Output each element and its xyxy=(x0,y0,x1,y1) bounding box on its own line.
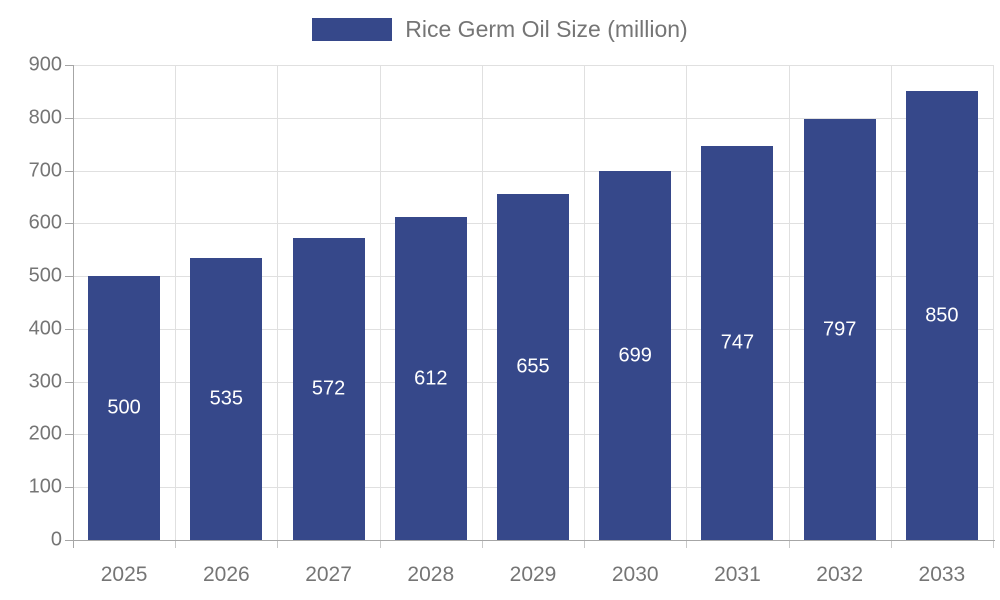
y-gridline xyxy=(73,65,993,66)
x-axis-label: 2026 xyxy=(202,563,250,586)
bar-2029[interactable] xyxy=(497,194,569,540)
x-axis-label: 2025 xyxy=(100,563,148,586)
bar-2028[interactable] xyxy=(394,217,467,540)
x-axis-label: 2032 xyxy=(816,563,864,586)
x-gridline xyxy=(993,65,994,540)
legend[interactable]: Rice Germ Oil Size (million) xyxy=(0,18,1000,41)
x-axis-label: 2031 xyxy=(714,563,761,586)
y-axis-tick xyxy=(65,487,73,489)
x-axis-tick xyxy=(175,540,177,548)
bar-2032[interactable] xyxy=(803,119,876,540)
y-axis-tick xyxy=(65,540,73,541)
y-axis-tick xyxy=(65,328,73,330)
bar-2026[interactable] xyxy=(190,257,263,540)
bar-2031[interactable] xyxy=(701,145,774,540)
x-axis-tick xyxy=(481,540,483,548)
y-gridline xyxy=(73,170,993,172)
x-axis-tick xyxy=(379,540,381,548)
bar-2027[interactable] xyxy=(292,238,365,540)
y-axis-label: 700 xyxy=(28,159,62,182)
bar-2030[interactable] xyxy=(599,171,672,540)
y-axis-tick xyxy=(65,276,73,278)
y-axis-label: 900 xyxy=(28,53,62,76)
bar-value-label: 572 xyxy=(311,377,346,400)
x-gridline xyxy=(379,65,381,540)
x-axis-tick xyxy=(686,540,688,548)
bar-value-label: 500 xyxy=(107,396,141,419)
y-axis-tick xyxy=(65,434,73,436)
x-axis-tick xyxy=(788,540,790,548)
bar-2033[interactable] xyxy=(905,91,978,540)
bar-value-label: 797 xyxy=(822,318,857,341)
bar-value-label: 535 xyxy=(209,387,244,410)
x-axis-label: 2029 xyxy=(509,563,557,586)
x-gridline xyxy=(277,65,279,540)
y-axis-line xyxy=(73,65,74,548)
y-axis-label: 400 xyxy=(28,317,62,340)
x-axis-tick xyxy=(993,540,994,548)
y-gridline xyxy=(73,117,993,119)
y-axis-tick xyxy=(65,117,73,119)
x-axis-label: 2033 xyxy=(918,563,966,586)
y-axis-label: 800 xyxy=(28,106,62,129)
bar-value-label: 699 xyxy=(618,344,652,367)
legend-swatch xyxy=(312,18,393,41)
y-axis-label: 600 xyxy=(28,211,62,234)
y-axis-label: 500 xyxy=(28,264,62,287)
x-axis-label: 2027 xyxy=(305,563,352,586)
x-gridline xyxy=(175,65,177,540)
y-axis-label: 100 xyxy=(28,475,62,498)
x-axis-label: 2030 xyxy=(611,563,659,586)
y-axis-label: 0 xyxy=(50,528,62,551)
y-axis-label: 300 xyxy=(28,370,62,393)
x-axis-tick xyxy=(277,540,279,548)
y-axis-label: 200 xyxy=(28,422,62,445)
x-axis-label: 2028 xyxy=(407,563,455,586)
bar-value-label: 612 xyxy=(414,367,448,389)
bar-value-label: 850 xyxy=(925,304,959,327)
y-axis-tick xyxy=(65,170,73,172)
y-axis-tick xyxy=(65,223,73,225)
x-axis-line xyxy=(73,540,995,541)
y-axis-tick xyxy=(65,381,73,383)
x-gridline xyxy=(890,65,892,540)
x-gridline xyxy=(788,65,790,540)
legend-label: Rice Germ Oil Size (million) xyxy=(405,16,688,42)
x-gridline xyxy=(584,65,586,540)
x-axis-tick xyxy=(584,540,586,548)
x-gridline xyxy=(481,65,483,540)
bar-2025[interactable] xyxy=(88,276,161,540)
bar-value-label: 747 xyxy=(720,331,755,354)
bar-value-label: 655 xyxy=(516,355,550,378)
x-axis-tick xyxy=(890,540,892,548)
y-axis-tick xyxy=(65,65,73,66)
x-gridline xyxy=(686,65,688,540)
